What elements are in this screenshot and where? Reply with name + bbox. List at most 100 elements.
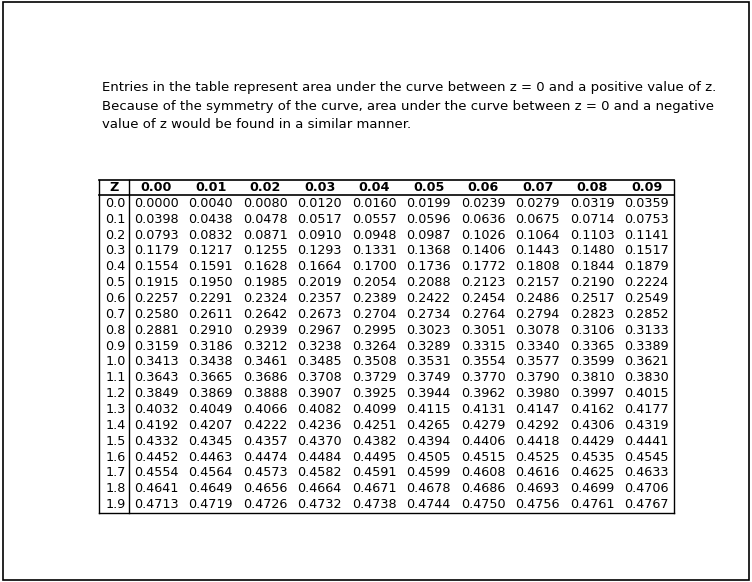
Text: 0.2939: 0.2939 (243, 324, 287, 337)
Text: 0.0: 0.0 (105, 197, 126, 210)
Text: 0.3577: 0.3577 (515, 356, 560, 368)
Text: 0.3770: 0.3770 (461, 371, 505, 384)
Text: 0.4292: 0.4292 (516, 419, 559, 432)
Text: 0.3023: 0.3023 (406, 324, 451, 337)
Text: 0.0753: 0.0753 (624, 213, 669, 226)
Text: 0.3485: 0.3485 (297, 356, 342, 368)
Text: 0.3340: 0.3340 (515, 340, 560, 353)
Text: 0.3980: 0.3980 (515, 387, 560, 400)
Text: 0.3413: 0.3413 (134, 356, 178, 368)
Text: 0.1443: 0.1443 (515, 244, 560, 257)
Text: 0.4599: 0.4599 (407, 466, 451, 480)
Text: 0.4515: 0.4515 (461, 450, 505, 464)
Text: 0.2054: 0.2054 (352, 276, 396, 289)
Text: 0.0398: 0.0398 (134, 213, 178, 226)
Text: 0.02: 0.02 (250, 181, 281, 194)
Text: 0.4608: 0.4608 (461, 466, 505, 480)
Text: 0.0239: 0.0239 (461, 197, 505, 210)
Text: 0.7: 0.7 (105, 308, 126, 321)
Text: 0.4649: 0.4649 (189, 482, 233, 495)
Text: 0.4306: 0.4306 (570, 419, 614, 432)
Text: 0.4162: 0.4162 (570, 403, 614, 416)
Text: 0.09: 0.09 (631, 181, 663, 194)
Text: 0.4713: 0.4713 (134, 498, 178, 511)
Text: 0.4535: 0.4535 (570, 450, 614, 464)
Text: 0.4251: 0.4251 (352, 419, 396, 432)
Text: 0.4357: 0.4357 (243, 435, 287, 448)
Text: 0.2580: 0.2580 (134, 308, 178, 321)
Text: 0.4686: 0.4686 (461, 482, 505, 495)
Text: 0.4265: 0.4265 (407, 419, 451, 432)
Text: 0.3849: 0.3849 (134, 387, 178, 400)
Text: 0.3508: 0.3508 (352, 356, 396, 368)
Text: 0.2611: 0.2611 (189, 308, 233, 321)
Text: 0.4418: 0.4418 (515, 435, 560, 448)
Text: 0.4429: 0.4429 (570, 435, 614, 448)
Text: 0.3438: 0.3438 (189, 356, 233, 368)
Text: 0.2517: 0.2517 (570, 292, 614, 305)
Text: 0.5: 0.5 (105, 276, 126, 289)
Text: 0.0987: 0.0987 (406, 229, 451, 242)
Text: 0.4495: 0.4495 (352, 450, 396, 464)
Text: 0.2995: 0.2995 (352, 324, 396, 337)
Text: 1.4: 1.4 (105, 419, 126, 432)
Text: 0.0438: 0.0438 (189, 213, 233, 226)
Text: 0.4664: 0.4664 (298, 482, 342, 495)
Text: 0.4177: 0.4177 (624, 403, 669, 416)
Text: 0.1: 0.1 (105, 213, 126, 226)
Text: 0.6: 0.6 (105, 292, 126, 305)
Text: 0.4750: 0.4750 (461, 498, 505, 511)
Text: 0.2157: 0.2157 (515, 276, 560, 289)
Text: 0.4505: 0.4505 (406, 450, 451, 464)
Text: 0.0675: 0.0675 (515, 213, 560, 226)
Text: 0.3643: 0.3643 (134, 371, 178, 384)
Text: 0.4616: 0.4616 (515, 466, 559, 480)
Text: 0.1879: 0.1879 (624, 260, 669, 274)
Text: 0.1950: 0.1950 (189, 276, 233, 289)
Text: 0.4382: 0.4382 (352, 435, 396, 448)
Text: 0.4641: 0.4641 (134, 482, 178, 495)
Text: 0.4319: 0.4319 (624, 419, 669, 432)
Text: 0.2764: 0.2764 (461, 308, 505, 321)
Text: 0.1844: 0.1844 (570, 260, 614, 274)
Text: 0.2823: 0.2823 (570, 308, 614, 321)
Text: 1.3: 1.3 (105, 403, 126, 416)
Text: 0.4633: 0.4633 (624, 466, 669, 480)
Text: 0.1141: 0.1141 (624, 229, 669, 242)
Text: 0.3869: 0.3869 (189, 387, 233, 400)
Text: 0.4706: 0.4706 (624, 482, 669, 495)
Text: 1.7: 1.7 (105, 466, 126, 480)
Text: 0.4131: 0.4131 (461, 403, 505, 416)
Text: 0.4115: 0.4115 (406, 403, 451, 416)
Text: 0.4582: 0.4582 (298, 466, 342, 480)
Text: 0.2734: 0.2734 (406, 308, 451, 321)
Text: 0.3665: 0.3665 (189, 371, 233, 384)
Text: 0.4767: 0.4767 (624, 498, 669, 511)
Text: 0.8: 0.8 (105, 324, 126, 337)
Text: 0.4099: 0.4099 (352, 403, 396, 416)
Text: 1.0: 1.0 (105, 356, 126, 368)
Text: 0.2224: 0.2224 (624, 276, 669, 289)
Text: 0.4049: 0.4049 (189, 403, 233, 416)
Text: 0.1331: 0.1331 (352, 244, 396, 257)
Text: 0.0596: 0.0596 (406, 213, 451, 226)
Text: 0.3212: 0.3212 (243, 340, 287, 353)
Text: 0.2019: 0.2019 (298, 276, 342, 289)
Text: 0.4082: 0.4082 (298, 403, 342, 416)
Text: 0.2389: 0.2389 (352, 292, 396, 305)
Text: 0.4441: 0.4441 (624, 435, 669, 448)
Text: 0.3686: 0.3686 (243, 371, 287, 384)
Text: 0.4066: 0.4066 (243, 403, 287, 416)
Text: 0.3830: 0.3830 (624, 371, 669, 384)
Text: 0.3264: 0.3264 (352, 340, 396, 353)
Text: 0.2422: 0.2422 (407, 292, 450, 305)
Text: 0.1103: 0.1103 (570, 229, 614, 242)
Text: 0.1700: 0.1700 (352, 260, 396, 274)
Text: 0.0160: 0.0160 (352, 197, 396, 210)
Text: 0.0319: 0.0319 (570, 197, 614, 210)
Text: 0.4693: 0.4693 (515, 482, 559, 495)
Text: 0.4671: 0.4671 (352, 482, 396, 495)
Text: Entries in the table represent area under the curve between z = 0 and a positive: Entries in the table represent area unde… (102, 81, 716, 131)
Text: 0.0832: 0.0832 (189, 229, 233, 242)
Text: 0.4370: 0.4370 (297, 435, 342, 448)
